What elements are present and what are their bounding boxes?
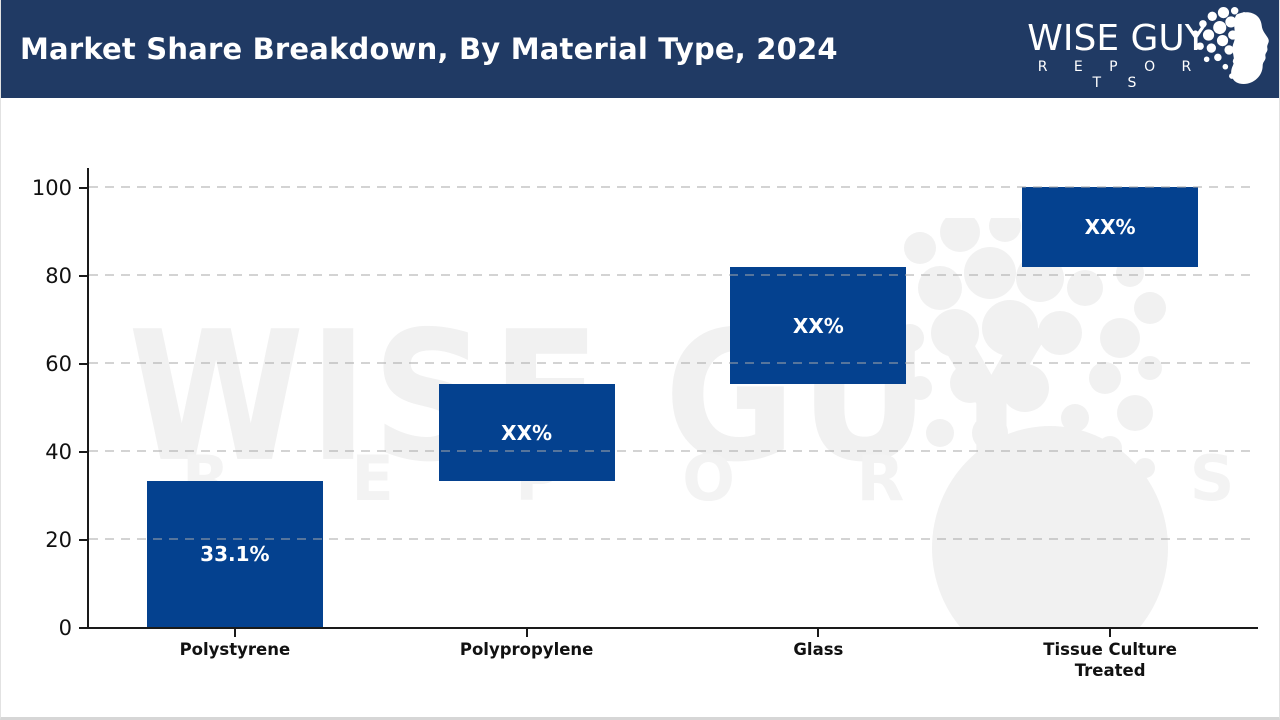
y-tick-label: 80	[45, 264, 72, 288]
x-category-label: Polystyrene	[179, 640, 291, 659]
waterfall-bar-polystyrene	[146, 481, 323, 627]
logo-text: WISE GUY R E P O R T S	[1022, 20, 1212, 91]
header-banner: Market Share Breakdown, By Material Type…	[0, 0, 1280, 98]
y-axis-tick	[79, 627, 87, 629]
page-title: Market Share Breakdown, By Material Type…	[20, 32, 838, 66]
waterfall-bar-tissue-culture-treated	[1022, 187, 1199, 268]
bar-value-label: XX%	[501, 420, 553, 445]
x-category-label: Glass	[793, 640, 844, 659]
y-tick-label: 60	[45, 352, 72, 376]
watermark-dotted-face	[896, 218, 1168, 628]
x-axis-tick	[525, 629, 528, 637]
bar-value-label: XX%	[792, 313, 844, 338]
y-axis-line	[87, 168, 89, 629]
grid-line	[89, 362, 1256, 364]
y-axis-tick	[79, 187, 87, 189]
grid-line	[89, 274, 1256, 276]
logo-subtitle: R E P O R T S	[1037, 58, 1203, 91]
x-axis-tick	[1109, 629, 1112, 637]
grid-line	[89, 450, 1256, 452]
waterfall-bar-glass	[730, 267, 907, 385]
y-axis-tick	[79, 451, 87, 453]
y-tick-label: 100	[31, 176, 72, 200]
y-axis-tick	[79, 363, 87, 365]
y-tick-label: 20	[45, 528, 72, 552]
x-axis-line	[87, 627, 1258, 629]
x-axis-tick	[233, 629, 236, 637]
y-tick-label: 0	[58, 616, 72, 640]
y-axis-tick	[79, 539, 87, 541]
x-category-label: Polypropylene	[459, 640, 594, 659]
waterfall-bar-polypropylene	[438, 384, 615, 482]
bar-value-label: XX%	[1084, 215, 1136, 240]
y-tick-label: 40	[45, 440, 72, 464]
bar-value-label: 33.1%	[200, 542, 270, 567]
x-axis-tick	[817, 629, 820, 637]
grid-line	[89, 538, 1256, 540]
wise-guy-logo: WISE GUY R E P O R T S	[1022, 0, 1272, 98]
logo-wordmark: WISE GUY	[1027, 18, 1207, 59]
y-axis-tick	[79, 275, 87, 277]
grid-line	[89, 186, 1256, 188]
dotted-face-icon	[1192, 7, 1269, 85]
x-category-label: Tissue Culture Treated	[1043, 640, 1177, 680]
